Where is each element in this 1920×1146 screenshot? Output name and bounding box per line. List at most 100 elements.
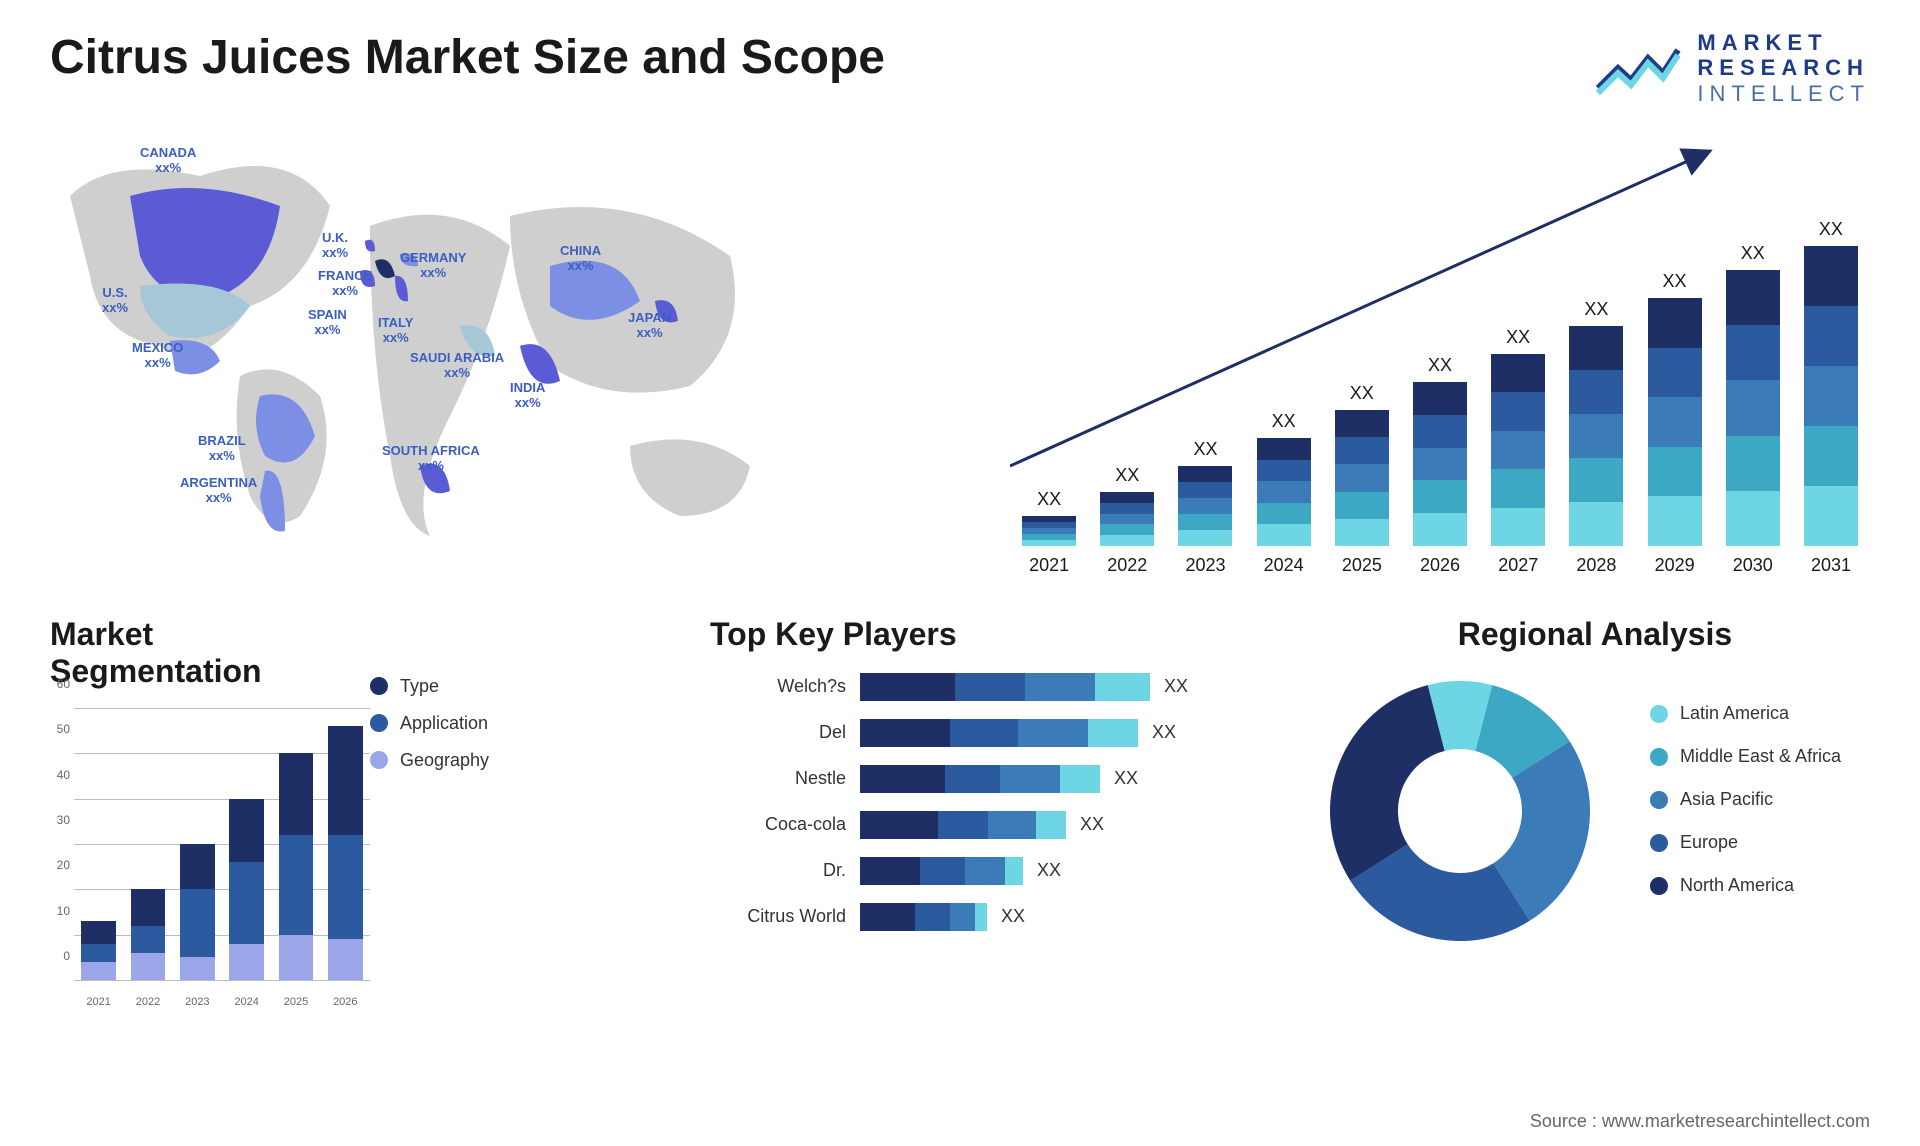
country-label: SPAINxx% — [308, 308, 347, 338]
y-tick: 20 — [57, 858, 70, 872]
legend-label: Latin America — [1680, 703, 1789, 724]
legend-label: Middle East & Africa — [1680, 746, 1841, 767]
x-axis-year: 2021 — [1010, 555, 1088, 576]
legend-dot-icon — [1650, 748, 1668, 766]
country-label: MEXICOxx% — [132, 341, 183, 371]
player-row: DelXX — [710, 717, 1260, 749]
legend-item: Geography — [370, 750, 489, 771]
country-label: FRANCExx% — [318, 269, 372, 299]
player-bar — [860, 673, 1150, 701]
logo-l3: INTELLECT — [1697, 81, 1870, 106]
legend-dot-icon — [370, 751, 388, 769]
seg-x-year: 2022 — [123, 996, 172, 1008]
segmentation-chart: Market Segmentation 0102030405060 202120… — [50, 616, 370, 1006]
seg-bar — [81, 921, 116, 980]
x-axis-year: 2029 — [1636, 555, 1714, 576]
y-tick: 60 — [57, 677, 70, 691]
bar-value-label: XX — [1178, 439, 1232, 460]
bar-value-label: XX — [1648, 271, 1702, 292]
legend-label: North America — [1680, 875, 1794, 896]
seg-bar — [180, 844, 215, 980]
growth-bar: XX — [1569, 326, 1623, 546]
bar-value-label: XX — [1413, 355, 1467, 376]
player-value: XX — [1114, 768, 1138, 789]
country-label: BRAZILxx% — [198, 434, 246, 464]
player-bar — [860, 811, 1066, 839]
player-name: Welch?s — [710, 676, 860, 697]
legend-dot-icon — [1650, 877, 1668, 895]
y-tick: 40 — [57, 768, 70, 782]
growth-bar: XX — [1413, 382, 1467, 546]
legend-item: Type — [370, 676, 489, 697]
legend-label: Geography — [400, 750, 489, 771]
x-axis-year: 2025 — [1323, 555, 1401, 576]
growth-bar: XX — [1804, 246, 1858, 546]
legend-dot-icon — [370, 714, 388, 732]
regional-panel: Regional Analysis Latin AmericaMiddle Ea… — [1320, 616, 1870, 1006]
legend-label: Asia Pacific — [1680, 789, 1773, 810]
growth-bar: XX — [1257, 438, 1311, 546]
y-tick: 30 — [57, 813, 70, 827]
legend-item: North America — [1650, 875, 1841, 896]
legend-item: Europe — [1650, 832, 1841, 853]
growth-bar: XX — [1491, 354, 1545, 546]
country-label: ITALYxx% — [378, 316, 413, 346]
bar-value-label: XX — [1335, 383, 1389, 404]
player-bar — [860, 765, 1100, 793]
legend-item: Latin America — [1650, 703, 1841, 724]
seg-x-year: 2021 — [74, 996, 123, 1008]
seg-bar — [279, 753, 314, 980]
player-name: Citrus World — [710, 906, 860, 927]
legend-item: Middle East & Africa — [1650, 746, 1841, 767]
player-value: XX — [1164, 676, 1188, 697]
legend-dot-icon — [1650, 705, 1668, 723]
legend-dot-icon — [1650, 834, 1668, 852]
brand-logo: MARKET RESEARCH INTELLECT — [1593, 30, 1870, 106]
x-axis-year: 2026 — [1401, 555, 1479, 576]
country-label: SOUTH AFRICAxx% — [382, 444, 480, 474]
player-value: XX — [1080, 814, 1104, 835]
country-label: U.S.xx% — [102, 286, 128, 316]
legend-item: Application — [370, 713, 489, 734]
player-bar — [860, 857, 1023, 885]
country-label: ARGENTINAxx% — [180, 476, 257, 506]
player-name: Dr. — [710, 860, 860, 881]
logo-l2: RESEARCH — [1697, 55, 1870, 80]
legend-label: Application — [400, 713, 488, 734]
country-label: INDIAxx% — [510, 381, 545, 411]
growth-bar: XX — [1100, 492, 1154, 546]
logo-l1: MARKET — [1697, 30, 1870, 55]
player-name: Del — [710, 722, 860, 743]
world-map-panel: CANADAxx%U.S.xx%MEXICOxx%BRAZILxx%ARGENT… — [50, 136, 930, 576]
player-row: Citrus WorldXX — [710, 901, 1260, 933]
seg-x-year: 2025 — [271, 996, 320, 1008]
x-axis-year: 2024 — [1245, 555, 1323, 576]
page-title: Citrus Juices Market Size and Scope — [50, 30, 885, 85]
country-label: CHINAxx% — [560, 244, 601, 274]
gridline — [74, 980, 370, 981]
segmentation-title: Market Segmentation — [50, 616, 370, 690]
legend-label: Type — [400, 676, 439, 697]
seg-x-year: 2023 — [173, 996, 222, 1008]
seg-bar — [229, 799, 264, 980]
legend-dot-icon — [1650, 791, 1668, 809]
bar-value-label: XX — [1257, 411, 1311, 432]
y-tick: 50 — [57, 722, 70, 736]
player-bar — [860, 903, 987, 931]
seg-x-year: 2026 — [321, 996, 370, 1008]
bar-value-label: XX — [1100, 465, 1154, 486]
x-axis-year: 2028 — [1557, 555, 1635, 576]
bar-value-label: XX — [1022, 489, 1076, 510]
legend-dot-icon — [370, 677, 388, 695]
bar-value-label: XX — [1804, 219, 1858, 240]
y-tick: 10 — [57, 904, 70, 918]
x-axis-year: 2023 — [1166, 555, 1244, 576]
player-row: Welch?s XX — [710, 671, 1260, 703]
x-axis-year: 2027 — [1479, 555, 1557, 576]
regional-donut-chart — [1320, 671, 1600, 951]
growth-chart: XXXXXXXXXXXXXXXXXXXXXX 20212022202320242… — [1010, 136, 1870, 576]
seg-bar — [131, 889, 166, 980]
logo-icon — [1593, 38, 1683, 98]
country-label: U.K.xx% — [322, 231, 348, 261]
growth-bar: XX — [1178, 466, 1232, 546]
